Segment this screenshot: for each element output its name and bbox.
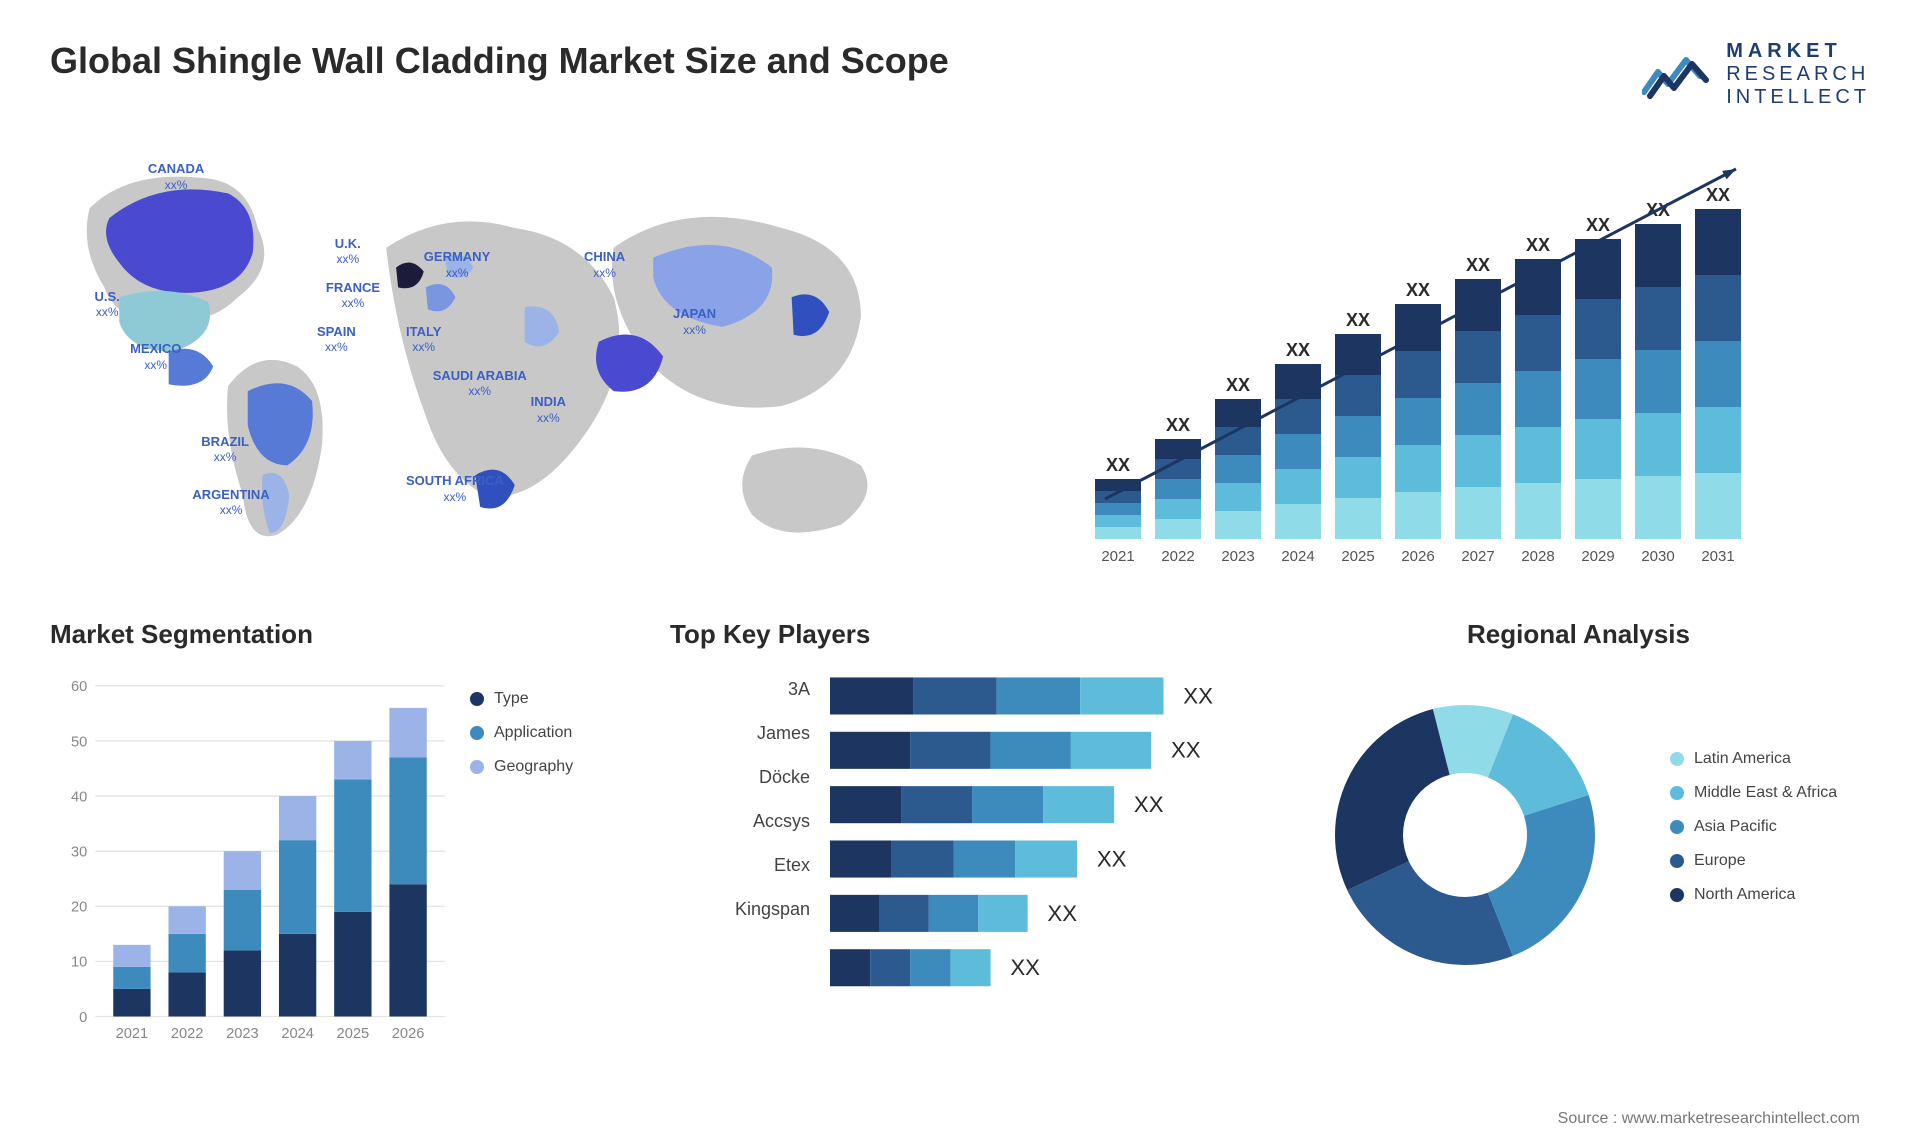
svg-text:2031: 2031 <box>1701 548 1734 565</box>
logo-text: MARKET RESEARCH INTELLECT <box>1726 40 1870 109</box>
player-name: 3A <box>670 674 810 704</box>
source-attribution: Source : www.marketresearchintellect.com <box>1558 1110 1860 1128</box>
segmentation-panel: Market Segmentation 01020304050602021202… <box>50 619 630 999</box>
svg-text:XX: XX <box>1097 846 1127 871</box>
legend-item-latin-america: Latin America <box>1670 750 1870 768</box>
svg-text:2026: 2026 <box>392 1026 425 1042</box>
regional-donut-svg <box>1325 695 1605 975</box>
segmentation-chart-svg: 0 10 20 30 40 50 60 2021 2022 2023 2024 2025 2026 <box>50 670 450 1048</box>
svg-text:XX: XX <box>1183 683 1213 708</box>
svg-text:XX: XX <box>1406 280 1430 300</box>
legend-item-geography: Geography <box>470 758 630 776</box>
svg-text:2022: 2022 <box>1161 548 1194 565</box>
svg-text:0: 0 <box>79 1010 87 1026</box>
svg-text:XX: XX <box>1134 792 1164 817</box>
svg-text:40: 40 <box>71 789 87 805</box>
svg-text:2021: 2021 <box>116 1026 149 1042</box>
segmentation-title: Market Segmentation <box>50 619 630 650</box>
world-map-panel: CANADAxx% U.S.xx% MEXICOxx% BRAZILxx% ARGENT… <box>50 139 940 579</box>
svg-text:10: 10 <box>71 955 87 971</box>
map-label-saudi-arabia: SAUDI ARABIAxx% <box>433 368 527 399</box>
legend-item-north-america: North America <box>1670 886 1870 904</box>
svg-text:XX: XX <box>1171 738 1201 763</box>
header: Global Shingle Wall Cladding Market Size… <box>50 40 1870 109</box>
svg-text:20: 20 <box>71 900 87 916</box>
svg-text:2026: 2026 <box>1401 548 1434 565</box>
svg-text:2022: 2022 <box>171 1026 204 1042</box>
bottom-row: Market Segmentation 01020304050602021202… <box>50 619 1870 999</box>
map-label-u-s-: U.S.xx% <box>95 289 120 320</box>
legend-item-application: Application <box>470 724 630 742</box>
player-name: Döcke <box>670 762 810 792</box>
svg-text:2024: 2024 <box>281 1026 314 1042</box>
svg-text:2029: 2029 <box>1581 548 1614 565</box>
legend-item-asia-pacific: Asia Pacific <box>1670 818 1870 836</box>
growth-chart: XX 2021 XX 2022 XX 2023 XX 2024 XX 2025 XX 2026 XX 20… <box>980 139 1870 579</box>
svg-text:2025: 2025 <box>1341 548 1374 565</box>
map-label-china: CHINAxx% <box>584 249 625 280</box>
svg-text:XX: XX <box>1010 955 1040 980</box>
map-label-canada: CANADAxx% <box>148 161 204 192</box>
logo-mark-icon <box>1642 50 1712 100</box>
svg-text:XX: XX <box>1346 310 1370 330</box>
legend-item-europe: Europe <box>1670 852 1870 870</box>
svg-text:XX: XX <box>1526 235 1550 255</box>
segmentation-legend: Type Application Geography <box>470 670 630 1048</box>
player-name: James <box>670 718 810 748</box>
svg-text:XX: XX <box>1286 340 1310 360</box>
svg-text:XX: XX <box>1166 415 1190 435</box>
svg-text:XX: XX <box>1106 455 1130 475</box>
player-name: Etex <box>670 850 810 880</box>
map-label-germany: GERMANYxx% <box>424 249 490 280</box>
svg-text:30: 30 <box>71 844 87 860</box>
map-label-france: FRANCExx% <box>326 280 380 311</box>
svg-text:2028: 2028 <box>1521 548 1554 565</box>
key-players-names: 3A James Döcke Accsys Etex Kingspan <box>670 670 810 1021</box>
svg-text:XX: XX <box>1047 901 1077 926</box>
svg-text:2030: 2030 <box>1641 548 1674 565</box>
svg-text:50: 50 <box>71 734 87 750</box>
map-label-u-k-: U.K.xx% <box>335 236 361 267</box>
map-label-argentina: ARGENTINAxx% <box>192 487 269 518</box>
key-players-title: Top Key Players <box>670 619 1250 650</box>
svg-text:2023: 2023 <box>1221 548 1254 565</box>
legend-item-middle-east-africa: Middle East & Africa <box>1670 784 1870 802</box>
svg-text:XX: XX <box>1226 375 1250 395</box>
top-row: CANADAxx% U.S.xx% MEXICOxx% BRAZILxx% ARGENT… <box>50 139 1870 579</box>
svg-text:2021: 2021 <box>1101 548 1134 565</box>
map-label-mexico: MEXICOxx% <box>130 341 181 372</box>
svg-text:XX: XX <box>1586 215 1610 235</box>
regional-panel: Regional Analysis Latin America Middle Ea… <box>1290 619 1870 999</box>
map-label-south-africa: SOUTH AFRICAxx% <box>406 473 504 504</box>
key-players-chart-svg: XX XX XX XX XX XX <box>830 670 1250 1021</box>
svg-text:2024: 2024 <box>1281 548 1314 565</box>
map-label-brazil: BRAZILxx% <box>201 434 249 465</box>
map-label-india: INDIAxx% <box>531 394 566 425</box>
svg-text:XX: XX <box>1466 255 1490 275</box>
svg-text:2027: 2027 <box>1461 548 1494 565</box>
key-players-panel: Top Key Players 3A James Döcke Accsys Etex Ki… <box>670 619 1250 999</box>
brand-logo: MARKET RESEARCH INTELLECT <box>1642 40 1870 109</box>
map-label-spain: SPAINxx% <box>317 324 356 355</box>
regional-legend: Latin America Middle East & Africa Asia Pa… <box>1670 750 1870 920</box>
page-title: Global Shingle Wall Cladding Market Size… <box>50 40 949 82</box>
svg-text:2023: 2023 <box>226 1026 259 1042</box>
regional-title: Regional Analysis <box>1290 619 1870 650</box>
map-label-italy: ITALYxx% <box>406 324 441 355</box>
player-name: Accsys <box>670 806 810 836</box>
svg-text:XX: XX <box>1706 185 1730 205</box>
svg-text:60: 60 <box>71 679 87 695</box>
player-name: Kingspan <box>670 894 810 924</box>
svg-text:2025: 2025 <box>337 1026 370 1042</box>
map-label-japan: JAPANxx% <box>673 306 716 337</box>
growth-chart-svg: XX 2021 XX 2022 XX 2023 XX 2024 XX 2025 XX 2026 XX 20… <box>980 139 1870 579</box>
legend-item-type: Type <box>470 690 630 708</box>
